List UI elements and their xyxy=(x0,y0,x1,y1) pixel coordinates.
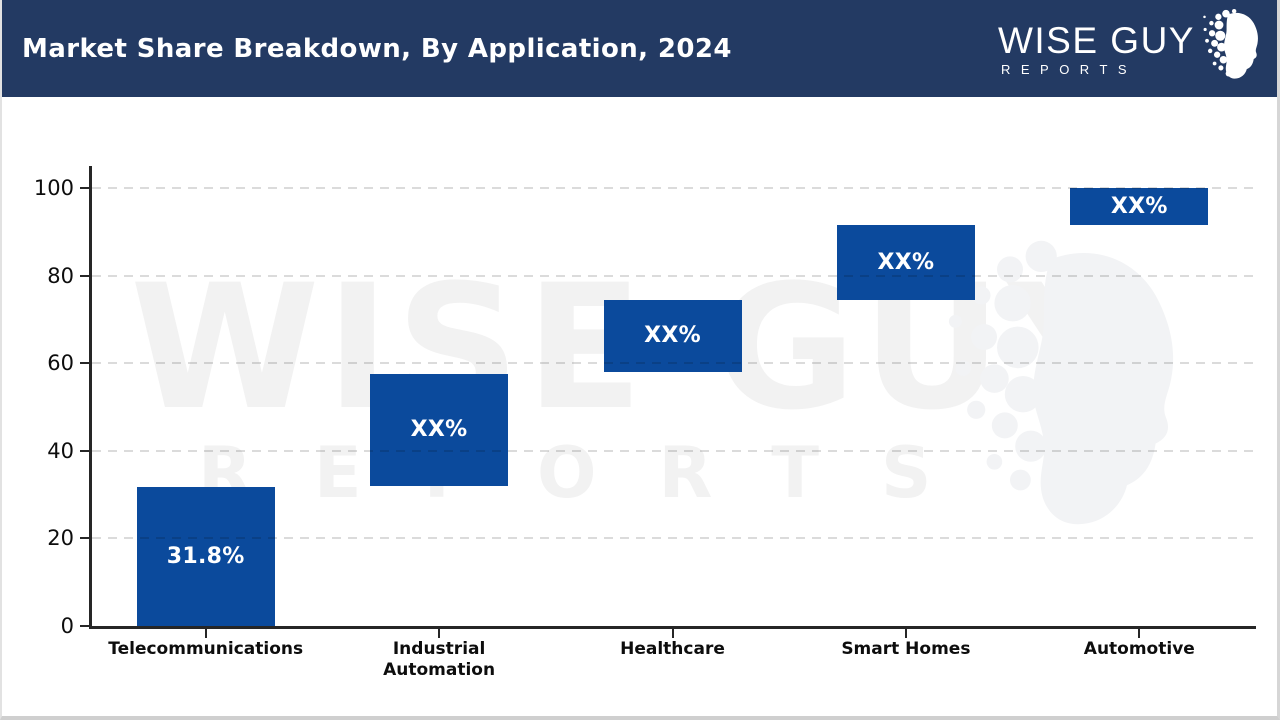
bar-segment: 31.8% xyxy=(136,486,275,626)
logo-head-icon xyxy=(1203,8,1258,79)
bar-segment: XX% xyxy=(836,225,975,300)
brand-logo-text: WISE GUY REPORTS xyxy=(998,22,1195,76)
bar-value-label: 31.8% xyxy=(166,543,245,569)
x-category-label: Industrial Automation xyxy=(383,639,496,681)
gridline xyxy=(92,362,1256,365)
bar-segment: XX% xyxy=(603,299,742,372)
bar-value-label: XX% xyxy=(1110,194,1168,219)
y-tick-mark xyxy=(80,537,89,540)
y-tick-mark xyxy=(80,274,89,277)
x-category-label: Smart Homes xyxy=(841,639,971,659)
y-tick-label: 100 xyxy=(33,175,74,200)
y-tick-mark xyxy=(80,362,89,365)
page-title: Market Share Breakdown, By Application, … xyxy=(22,33,732,64)
x-tick-mark xyxy=(204,629,207,638)
bar-segment: XX% xyxy=(370,374,509,486)
x-tick-mark xyxy=(1138,629,1141,638)
bar-segment: XX% xyxy=(1070,187,1209,226)
x-tick-mark xyxy=(904,629,907,638)
x-tick-mark xyxy=(438,629,441,638)
x-axis-line xyxy=(89,626,1256,629)
header: Market Share Breakdown, By Application, … xyxy=(2,0,1277,97)
watermark-head-icon xyxy=(948,240,1174,525)
y-tick-label: 40 xyxy=(47,438,74,463)
watermark-text-2: REPORTS xyxy=(198,432,994,514)
y-tick-label: 80 xyxy=(47,263,74,288)
x-category-label: Automotive xyxy=(1083,639,1195,659)
brand-logo: WISE GUY REPORTS xyxy=(998,8,1263,90)
gridline xyxy=(92,537,1256,540)
y-tick-label: 20 xyxy=(47,526,74,551)
brand-subtitle: REPORTS xyxy=(1000,61,1138,77)
bar-value-label: XX% xyxy=(877,249,935,275)
x-category-label: Telecommunications xyxy=(108,639,304,659)
y-axis-line xyxy=(89,166,92,629)
x-category-label: Healthcare xyxy=(620,639,725,659)
x-tick-mark xyxy=(671,629,674,638)
y-tick-mark xyxy=(80,186,89,189)
brand-name: WISE GUY xyxy=(997,19,1195,61)
bar-value-label: XX% xyxy=(644,323,701,349)
y-tick-mark xyxy=(80,449,89,452)
bar-value-label: XX% xyxy=(410,417,468,443)
y-tick-mark xyxy=(80,625,89,627)
y-tick-label: 0 xyxy=(60,614,74,638)
gridline xyxy=(92,449,1256,452)
y-tick-label: 60 xyxy=(47,351,74,376)
gridline xyxy=(92,186,1256,189)
gridline xyxy=(92,274,1256,277)
